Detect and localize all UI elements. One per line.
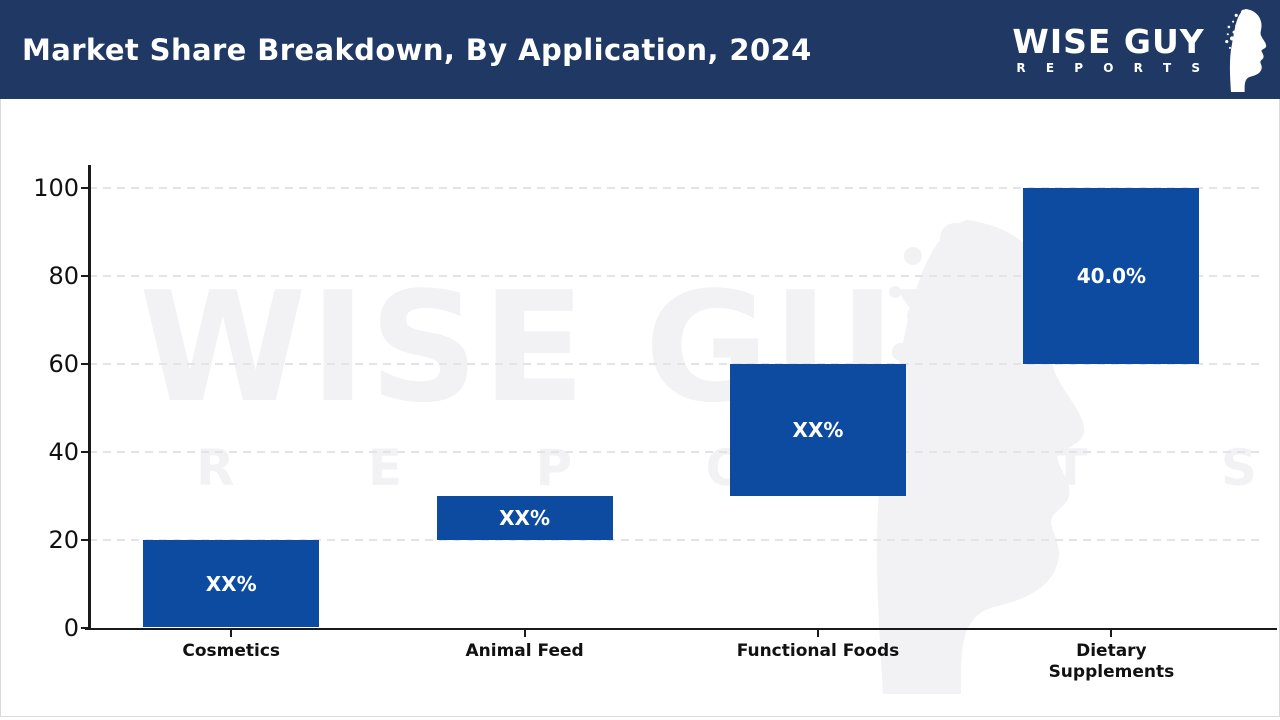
y-tick-label: 40 — [48, 437, 79, 466]
bar-value-label: XX% — [792, 417, 844, 442]
x-category-label: Cosmetics — [182, 640, 281, 661]
x-axis — [84, 627, 1277, 630]
gridline-60 — [89, 362, 1263, 365]
bar-value-label: 40.0% — [1076, 263, 1147, 288]
watermark-brand-subtitle: R E P O R T S — [196, 439, 1257, 497]
x-category-label: Functional Foods — [736, 640, 900, 661]
bar-dietary-supplements: 40.0% — [1023, 188, 1200, 364]
x-tick-0 — [230, 630, 233, 637]
y-tick-label: 20 — [48, 525, 79, 554]
chart-title: Market Share Breakdown, By Application, … — [22, 32, 812, 67]
chart-area: WISE GUY R E P O R T S 0 20 40 60 80 100 XX% Co… — [0, 99, 1280, 717]
gridline-20 — [89, 538, 1263, 541]
bar-cosmetics: XX% — [143, 539, 320, 628]
y-tick-20 — [81, 538, 89, 541]
x-tick-2 — [817, 630, 819, 637]
gridline-100 — [89, 187, 1263, 189]
watermark: WISE GUY R E P O R T S — [1, 99, 1280, 717]
y-tick-label: 80 — [48, 261, 79, 290]
y-tick-80 — [81, 274, 89, 277]
y-tick-label: 0 — [63, 613, 79, 642]
brand-head-icon — [1225, 9, 1267, 92]
brand-logo: WISE GUY R E P O R T S — [1012, 6, 1274, 94]
gridline-40 — [89, 450, 1263, 453]
x-category-label: Animal Feed — [465, 640, 584, 661]
brand-logo-text: WISE GUY R E P O R T S — [1012, 24, 1208, 76]
x-tick-3 — [1110, 630, 1113, 637]
x-tick-1 — [523, 630, 526, 637]
header-bar: Market Share Breakdown, By Application, … — [0, 0, 1280, 99]
y-tick-label: 60 — [48, 349, 79, 378]
y-tick-60 — [81, 362, 89, 365]
brand-subtitle: R E P O R T S — [1016, 61, 1208, 75]
y-axis — [88, 165, 91, 630]
y-tick-label: 100 — [33, 174, 79, 202]
y-tick-40 — [81, 450, 89, 453]
bar-functional-foods: XX% — [730, 363, 906, 496]
brand-name: WISE GUY — [1012, 22, 1205, 61]
y-tick-100 — [81, 187, 89, 189]
bar-value-label: XX% — [499, 505, 551, 530]
gridline-80 — [89, 274, 1263, 277]
bar-value-label: XX% — [205, 571, 257, 596]
bar-animal-feed: XX% — [436, 495, 613, 540]
x-category-label: Dietary Supplements — [1048, 640, 1175, 682]
